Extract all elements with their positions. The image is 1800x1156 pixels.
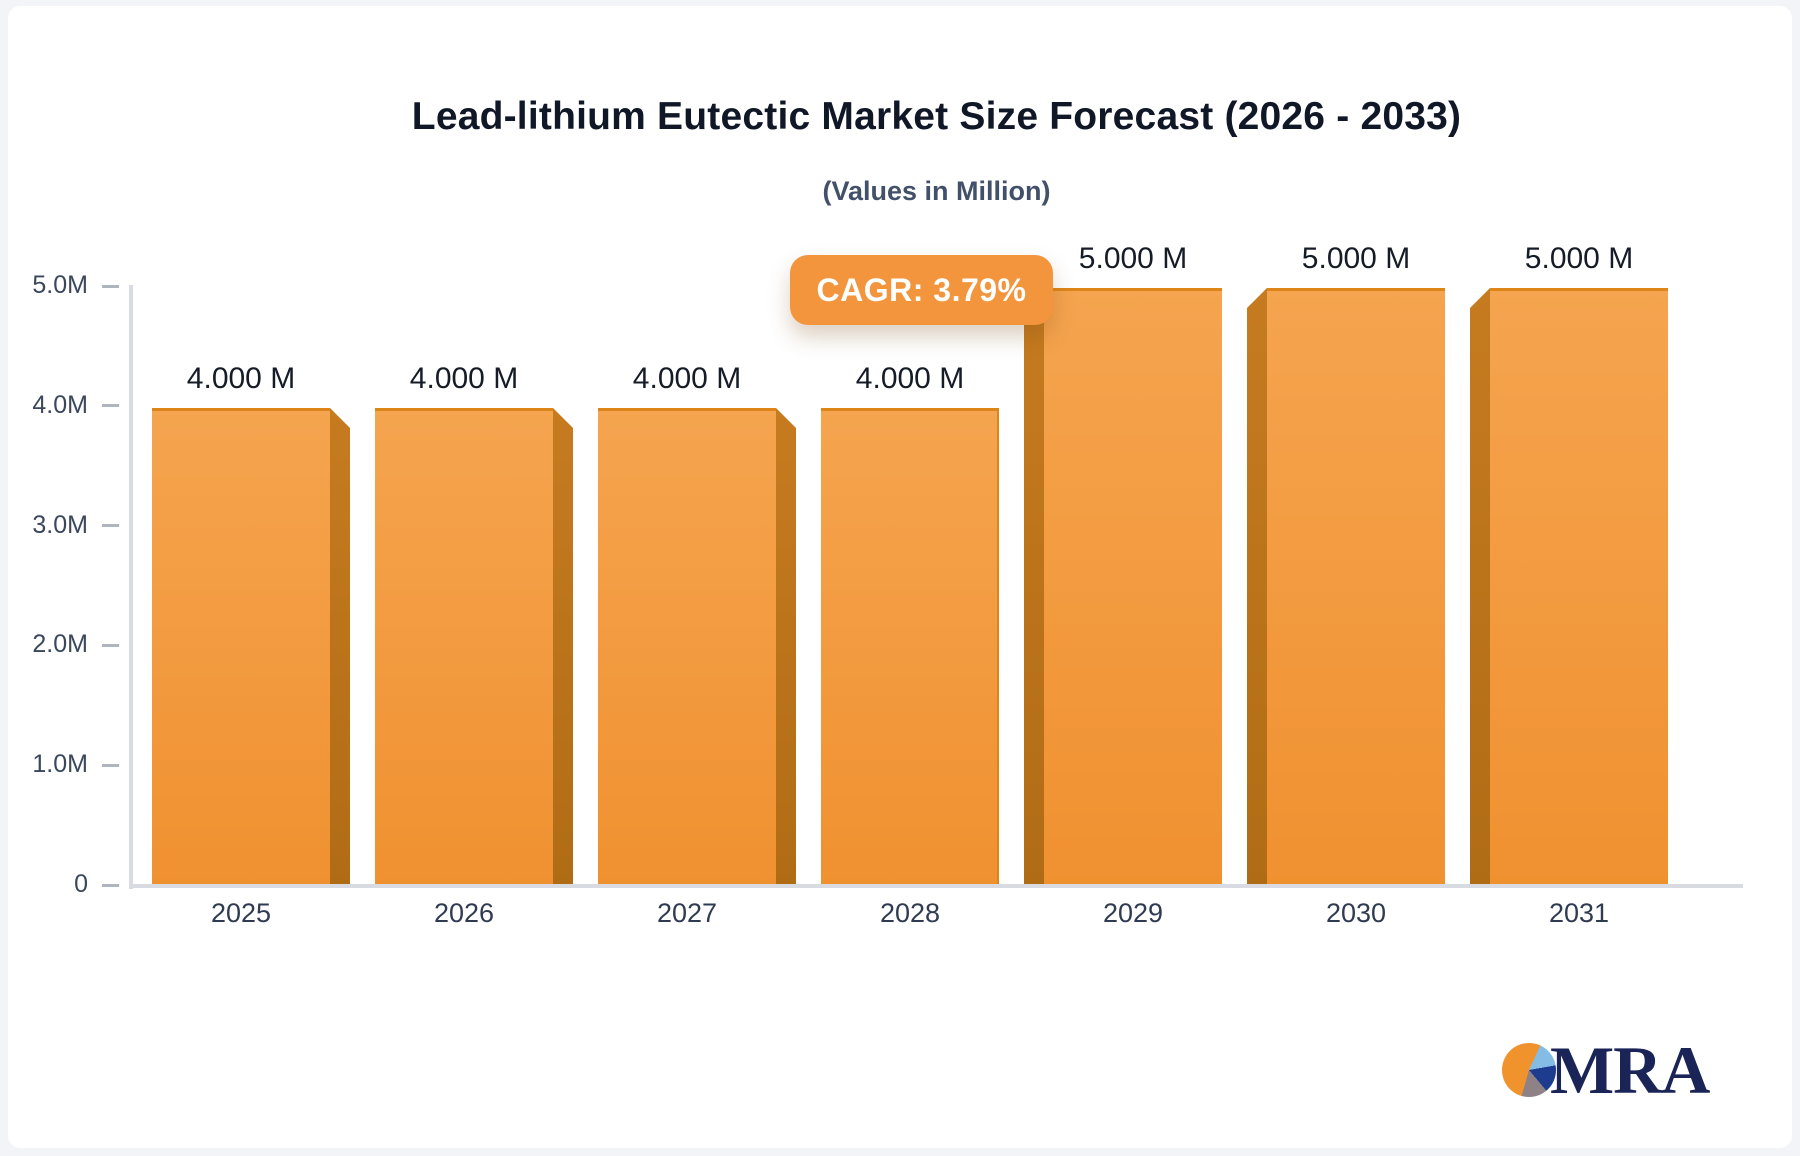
pie-chart-logo-icon <box>1502 1043 1556 1097</box>
bar-2030[interactable] <box>1247 288 1465 888</box>
x-axis-label-2027: 2027 <box>656 898 718 928</box>
bar-3d-side-2029 <box>1024 288 1044 888</box>
bar-3d-side-2026 <box>553 408 573 888</box>
bar-face-2030 <box>1267 288 1445 888</box>
bar-value-label-2025: 4.000 M <box>186 362 296 395</box>
bar-face-2027 <box>598 408 776 888</box>
bar-face-2025 <box>152 408 330 888</box>
x-axis-label-2025: 2025 <box>210 898 272 928</box>
bar-value-label-2027: 4.000 M <box>632 362 742 395</box>
x-axis-label-2031: 2031 <box>1548 898 1610 928</box>
x-axis-line <box>129 884 1743 888</box>
x-axis-label-2030: 2030 <box>1325 898 1387 928</box>
bar-face-2031 <box>1490 288 1668 888</box>
bar-2025[interactable] <box>132 408 350 888</box>
brand-logo-text: MRA <box>1550 1032 1710 1108</box>
y-axis-tick-label: 3.0M <box>32 510 88 539</box>
bar-2029[interactable] <box>1024 288 1242 888</box>
bar-3d-side-2025 <box>330 408 350 888</box>
x-axis-label-2026: 2026 <box>433 898 495 928</box>
y-axis-tick <box>102 763 119 767</box>
cagr-badge: CAGR: 3.79% <box>790 255 1053 325</box>
bar-3d-side-2031 <box>1470 288 1490 888</box>
y-axis-tick <box>102 643 119 647</box>
bar-face-2026 <box>375 408 553 888</box>
bar-2028[interactable] <box>801 408 1019 888</box>
y-axis-tick <box>102 883 119 887</box>
bar-value-label-2029: 5.000 M <box>1078 242 1188 275</box>
y-axis-tick <box>102 284 119 288</box>
bar-value-label-2031: 5.000 M <box>1524 242 1634 275</box>
x-axis-label-2029: 2029 <box>1102 898 1164 928</box>
y-axis-tick-label: 5.0M <box>32 271 88 299</box>
y-axis-line <box>129 285 133 889</box>
y-axis-tick-label: 1.0M <box>32 750 88 779</box>
bar-value-label-2030: 5.000 M <box>1301 242 1411 275</box>
chart-subtitle: (Values in Million) <box>822 176 1051 206</box>
y-axis-tick <box>102 524 119 528</box>
cagr-badge-label: CAGR: 3.79% <box>816 271 1027 308</box>
bar-2031[interactable] <box>1470 288 1688 888</box>
y-axis-tick-label: 0 <box>74 870 88 898</box>
brand-logo: MRA <box>1502 1032 1712 1108</box>
chart-title: Lead-lithium Eutectic Market Size Foreca… <box>411 95 1462 138</box>
bar-face-2028 <box>821 408 999 888</box>
bar-face-2029 <box>1044 288 1222 888</box>
bar-value-label-2028: 4.000 M <box>855 362 965 395</box>
bar-value-label-2026: 4.000 M <box>409 362 519 395</box>
y-axis-tick-label: 4.0M <box>32 390 88 419</box>
y-axis-tick-label: 2.0M <box>32 630 88 659</box>
bar-2026[interactable] <box>355 408 573 888</box>
x-axis-label-2028: 2028 <box>879 898 941 928</box>
y-axis-tick <box>102 404 119 408</box>
bar-2027[interactable] <box>578 408 796 888</box>
bar-3d-side-2030 <box>1247 288 1267 888</box>
bar-3d-side-2027 <box>776 408 796 888</box>
